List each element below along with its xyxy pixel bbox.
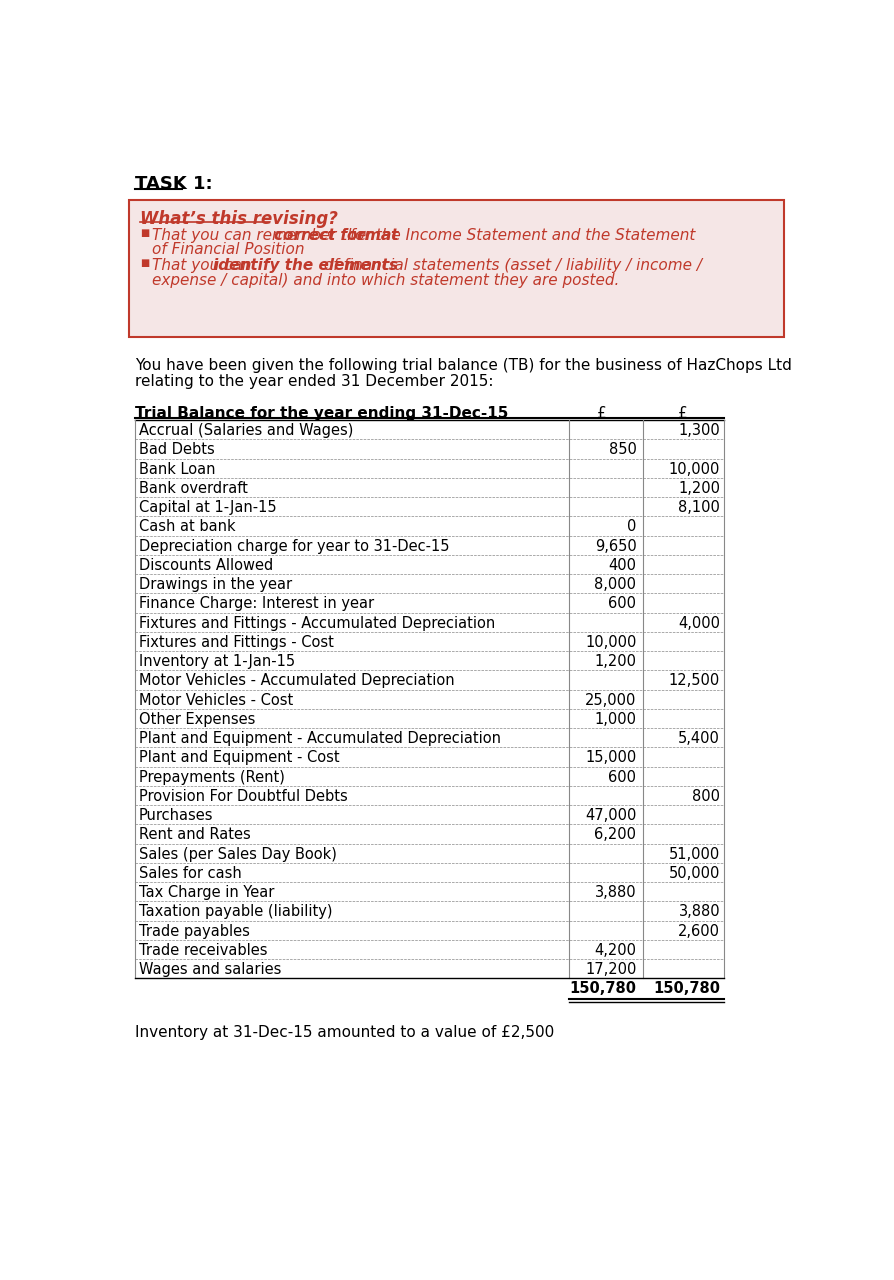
FancyBboxPatch shape	[129, 200, 784, 337]
Text: 8,100: 8,100	[679, 500, 721, 515]
Text: Discounts Allowed: Discounts Allowed	[139, 558, 274, 573]
Text: 5,400: 5,400	[679, 731, 721, 746]
Text: 10,000: 10,000	[669, 462, 721, 476]
Text: Bank Loan: Bank Loan	[139, 462, 215, 476]
Text: Cash at bank: Cash at bank	[139, 520, 235, 534]
Text: correct format: correct format	[274, 228, 398, 242]
Text: Wages and salaries: Wages and salaries	[139, 963, 282, 977]
Text: 8,000: 8,000	[595, 577, 637, 593]
Text: Prepayments (Rent): Prepayments (Rent)	[139, 769, 285, 785]
Text: 600: 600	[609, 769, 637, 785]
Text: 1,000: 1,000	[595, 712, 637, 727]
Text: 150,780: 150,780	[654, 982, 721, 996]
Text: 9,650: 9,650	[595, 539, 637, 553]
Text: 12,500: 12,500	[669, 673, 721, 689]
Text: That you can remember the: That you can remember the	[152, 228, 371, 242]
Text: 400: 400	[609, 558, 637, 573]
Text: Purchases: Purchases	[139, 808, 214, 823]
Text: £: £	[679, 406, 688, 421]
Text: for the Income Statement and the Statement: for the Income Statement and the Stateme…	[345, 228, 696, 242]
Text: Tax Charge in Year: Tax Charge in Year	[139, 884, 274, 900]
Text: Trade payables: Trade payables	[139, 924, 249, 938]
Text: 0: 0	[627, 520, 637, 534]
Text: What’s this revising?: What’s this revising?	[139, 210, 338, 228]
Text: 150,780: 150,780	[569, 982, 637, 996]
Text: 51,000: 51,000	[669, 846, 721, 861]
Text: Rent and Rates: Rent and Rates	[139, 827, 250, 842]
Text: Finance Charge: Interest in year: Finance Charge: Interest in year	[139, 596, 374, 612]
Text: 3,880: 3,880	[595, 884, 637, 900]
Text: 17,200: 17,200	[585, 963, 637, 977]
Text: 6,200: 6,200	[595, 827, 637, 842]
Text: Accrual (Salaries and Wages): Accrual (Salaries and Wages)	[139, 424, 353, 438]
Text: 600: 600	[609, 596, 637, 612]
Text: relating to the year ended 31 December 2015:: relating to the year ended 31 December 2…	[135, 374, 493, 389]
Text: Drawings in the year: Drawings in the year	[139, 577, 292, 593]
Text: 47,000: 47,000	[585, 808, 637, 823]
Text: 15,000: 15,000	[586, 750, 637, 765]
Text: Fixtures and Fittings - Accumulated Depreciation: Fixtures and Fittings - Accumulated Depr…	[139, 616, 495, 631]
Text: of Financial Position: of Financial Position	[152, 242, 305, 257]
Text: of financial statements (asset / liability / income /: of financial statements (asset / liabili…	[318, 259, 702, 274]
Text: Depreciation charge for year to 31-Dec-15: Depreciation charge for year to 31-Dec-1…	[139, 539, 450, 553]
Text: Plant and Equipment - Accumulated Depreciation: Plant and Equipment - Accumulated Deprec…	[139, 731, 501, 746]
Text: Inventory at 1-Jan-15: Inventory at 1-Jan-15	[139, 654, 295, 669]
Text: 3,880: 3,880	[679, 905, 721, 919]
Text: That you can: That you can	[152, 259, 257, 274]
Text: Inventory at 31-Dec-15 amounted to a value of £2,500: Inventory at 31-Dec-15 amounted to a val…	[135, 1025, 554, 1041]
Text: Bad Debts: Bad Debts	[139, 443, 215, 457]
Text: 850: 850	[609, 443, 637, 457]
Text: Fixtures and Fittings - Cost: Fixtures and Fittings - Cost	[139, 635, 333, 650]
Text: 2,600: 2,600	[679, 924, 721, 938]
Text: 4,000: 4,000	[679, 616, 721, 631]
Text: identify the elements: identify the elements	[214, 259, 398, 274]
Text: Bank overdraft: Bank overdraft	[139, 481, 248, 495]
Text: Plant and Equipment - Cost: Plant and Equipment - Cost	[139, 750, 340, 765]
Text: 25,000: 25,000	[585, 692, 637, 708]
Text: £: £	[597, 406, 607, 421]
Text: 4,200: 4,200	[595, 943, 637, 957]
Text: 1,200: 1,200	[595, 654, 637, 669]
Text: Capital at 1-Jan-15: Capital at 1-Jan-15	[139, 500, 276, 515]
Text: expense / capital) and into which statement they are posted.: expense / capital) and into which statem…	[152, 273, 620, 288]
Text: Other Expenses: Other Expenses	[139, 712, 256, 727]
Text: ■: ■	[139, 259, 149, 269]
Text: You have been given the following trial balance (TB) for the business of HazChop: You have been given the following trial …	[135, 357, 792, 372]
Text: Sales for cash: Sales for cash	[139, 865, 241, 881]
Text: 50,000: 50,000	[669, 865, 721, 881]
Text: Trade receivables: Trade receivables	[139, 943, 267, 957]
Text: Motor Vehicles - Accumulated Depreciation: Motor Vehicles - Accumulated Depreciatio…	[139, 673, 454, 689]
Text: TASK 1:: TASK 1:	[135, 175, 213, 193]
Text: Taxation payable (liability): Taxation payable (liability)	[139, 905, 333, 919]
Text: Motor Vehicles - Cost: Motor Vehicles - Cost	[139, 692, 293, 708]
Text: 1,200: 1,200	[679, 481, 721, 495]
Text: ■: ■	[139, 228, 149, 238]
Text: 1,300: 1,300	[679, 424, 721, 438]
Text: Provision For Doubtful Debts: Provision For Doubtful Debts	[139, 788, 348, 804]
Text: Trial Balance for the year ending 31-Dec-15: Trial Balance for the year ending 31-Dec…	[135, 406, 509, 421]
Text: 10,000: 10,000	[585, 635, 637, 650]
Text: Sales (per Sales Day Book): Sales (per Sales Day Book)	[139, 846, 337, 861]
Text: 800: 800	[692, 788, 721, 804]
